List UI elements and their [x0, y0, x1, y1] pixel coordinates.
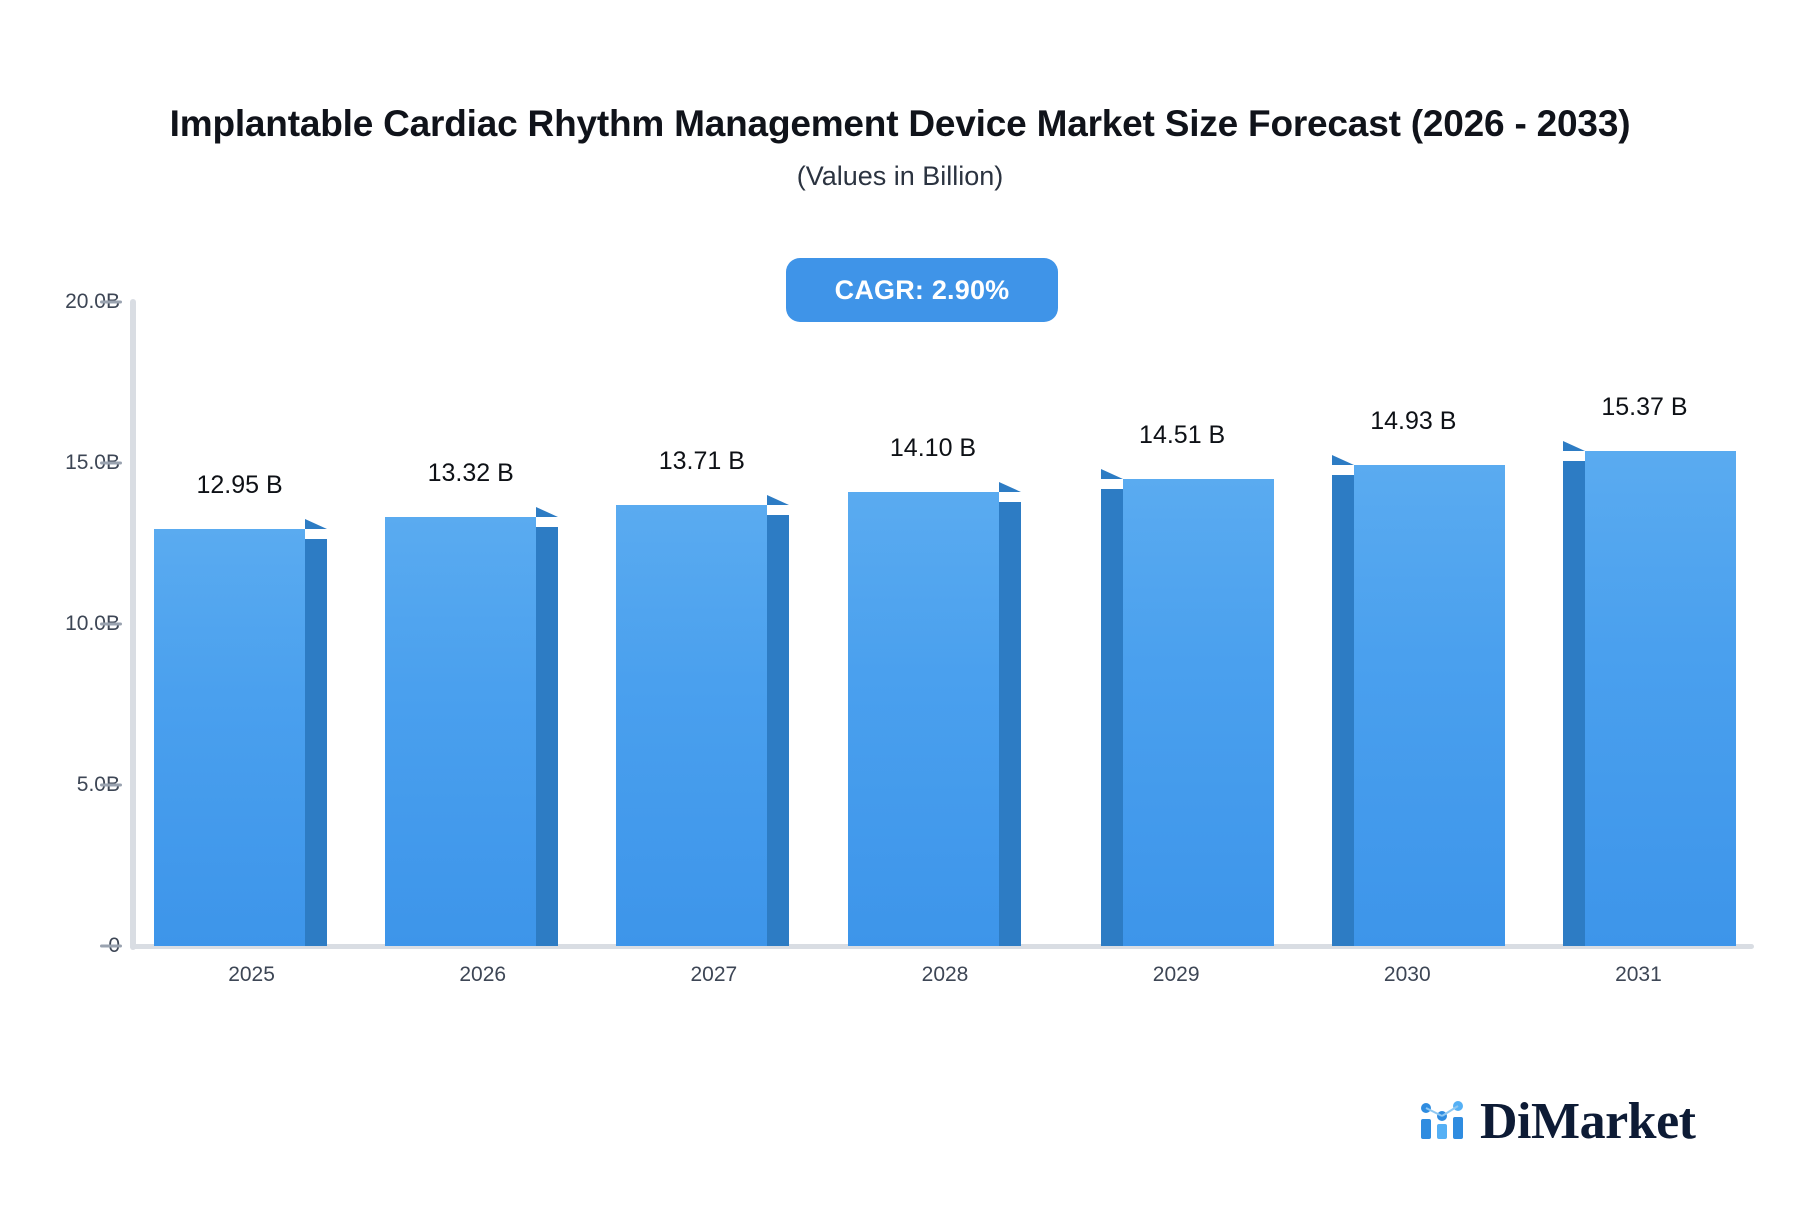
bar-face — [1353, 465, 1505, 946]
x-axis-tick-label: 2031 — [1615, 963, 1662, 986]
bar-value-label: 14.93 B — [1370, 407, 1457, 436]
x-axis-tick-label: 2025 — [228, 963, 275, 986]
bar-side-face — [767, 514, 790, 946]
bar-value-label: 13.71 B — [658, 446, 745, 475]
bar-value-label: 14.51 B — [1139, 420, 1226, 449]
bar-side-face — [1562, 461, 1585, 946]
bar-top-face — [1331, 455, 1354, 466]
bar-side-face — [998, 501, 1021, 946]
bar-side-face — [536, 527, 559, 946]
bar-column[interactable] — [616, 494, 790, 946]
y-axis-tick-label: 20.0B — [65, 290, 120, 313]
title-block: Implantable Cardiac Rhythm Management De… — [150, 100, 1650, 192]
bar-face — [1584, 451, 1736, 946]
bar-side-face — [305, 539, 328, 946]
y-axis-tick-mark — [100, 300, 122, 304]
chart-title: Implantable Cardiac Rhythm Management De… — [169, 103, 1631, 144]
bar-column[interactable] — [847, 481, 1021, 946]
x-axis-tick-label: 2029 — [1152, 963, 1200, 986]
y-axis-tick-label: 10.0B — [65, 612, 120, 635]
bar-side-face — [1331, 475, 1354, 946]
bar-chart-icon — [1418, 1095, 1466, 1148]
bar-column[interactable] — [1331, 455, 1505, 946]
bar-face — [154, 529, 306, 946]
brand-logo: DiMarket — [1418, 1092, 1696, 1150]
bar-top-face — [536, 507, 559, 518]
bar-value-label: 15.37 B — [1601, 393, 1688, 422]
x-axis-line — [130, 944, 1754, 949]
bar-top-face — [767, 494, 790, 505]
bar-face — [1122, 478, 1274, 946]
y-axis-tick-mark — [100, 944, 122, 948]
bar-column[interactable] — [1100, 468, 1274, 946]
bar-face — [385, 517, 537, 946]
y-axis-tick-mark — [100, 461, 122, 465]
y-axis-line — [130, 299, 136, 950]
bar-value-label: 14.10 B — [889, 433, 977, 462]
bar-column[interactable] — [154, 519, 328, 946]
x-axis-tick-label: 2026 — [459, 963, 507, 986]
bar-value-label: 12.95 B — [196, 471, 283, 499]
bar-top-face — [305, 519, 328, 529]
logo-text: DiMarket — [1480, 1092, 1696, 1150]
y-axis-tick-mark — [100, 622, 122, 626]
y-axis-tick-label: 15.0B — [65, 451, 120, 474]
cagr-badge: CAGR: 2.90% — [786, 258, 1058, 322]
bar-side-face — [1100, 488, 1123, 946]
x-axis-tick-label: 2028 — [921, 963, 969, 986]
bar-top-face — [1562, 441, 1585, 452]
bar-column[interactable] — [385, 507, 559, 946]
bar-column[interactable] — [1562, 441, 1736, 946]
x-axis-tick-label: 2030 — [1383, 963, 1431, 986]
bar-face — [847, 491, 999, 946]
y-axis-tick-label: 5.0B — [76, 773, 120, 796]
bar-face — [616, 504, 768, 946]
x-axis-tick-label: 2027 — [690, 963, 738, 986]
bar-value-label: 13.32 B — [427, 459, 514, 488]
bar-top-face — [998, 481, 1021, 492]
chart-subtitle: (Values in Billion) — [796, 161, 1004, 192]
y-axis-tick-mark — [100, 783, 122, 787]
bar-top-face — [1100, 468, 1123, 479]
